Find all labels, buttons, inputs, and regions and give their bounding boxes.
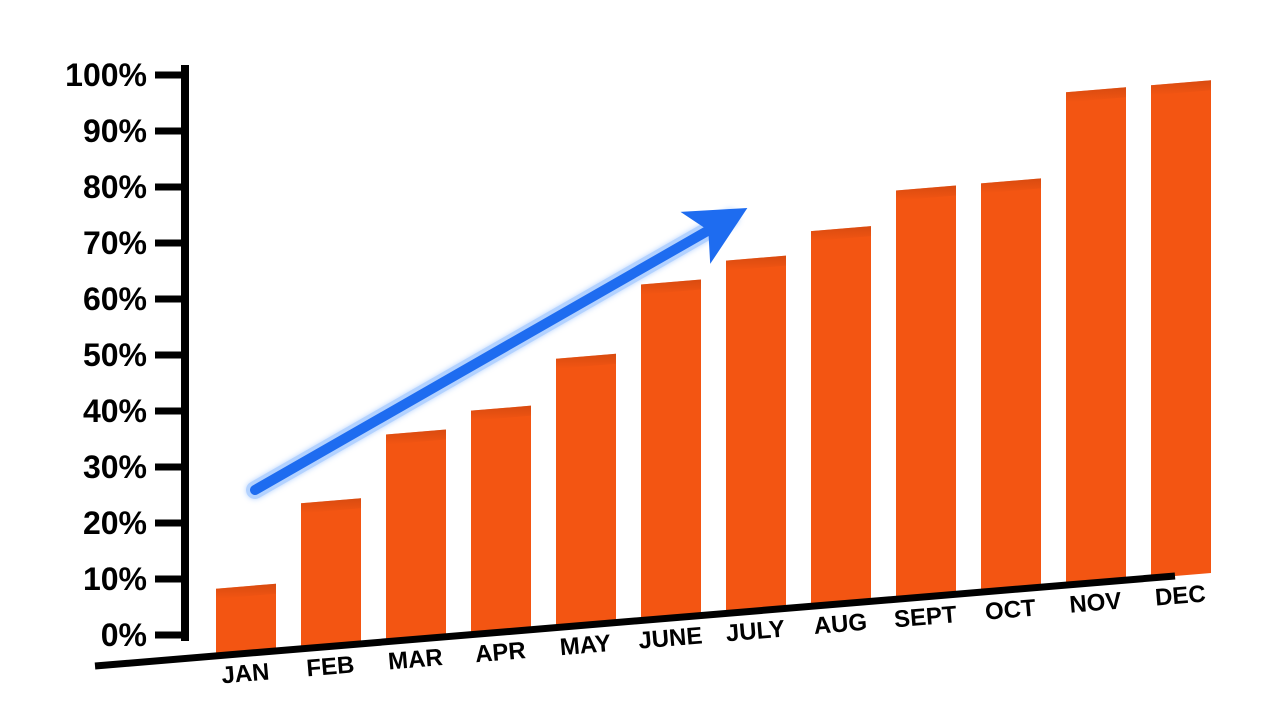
y-tick-label: 10% bbox=[83, 561, 147, 597]
bar bbox=[981, 178, 1041, 592]
y-tick-label: 60% bbox=[83, 281, 147, 317]
bar bbox=[301, 498, 361, 649]
x-tick-label: APR bbox=[474, 637, 527, 668]
y-tick-label: 0% bbox=[101, 617, 147, 653]
x-tick-label: MAY bbox=[559, 630, 612, 661]
x-tick-label: NOV bbox=[1068, 587, 1122, 618]
x-tick-label: JUNE bbox=[637, 622, 703, 654]
bar bbox=[726, 256, 786, 614]
y-tick-label: 100% bbox=[65, 57, 147, 93]
bar bbox=[641, 280, 701, 621]
y-tick-label: 40% bbox=[83, 393, 147, 429]
bar bbox=[811, 226, 871, 606]
x-tick-label: AUG bbox=[813, 609, 868, 640]
x-tick-label: JULY bbox=[725, 616, 786, 648]
x-tick-label: JAN bbox=[220, 658, 270, 689]
y-tick-label: 50% bbox=[83, 337, 147, 373]
bar bbox=[556, 354, 616, 628]
monthly-growth-chart: 0% 10% 20% 30% 40% 50% 60% 70% 80% 90% 100% JAN FEB M… bbox=[0, 0, 1280, 720]
x-tick-label: SEPT bbox=[893, 601, 958, 633]
x-tick-label: DEC bbox=[1154, 580, 1207, 611]
bar bbox=[1066, 87, 1126, 585]
x-tick-label: FEB bbox=[305, 651, 355, 682]
y-tick-label: 80% bbox=[83, 169, 147, 205]
bar bbox=[386, 430, 446, 642]
y-tick-label: 90% bbox=[83, 113, 147, 149]
bar bbox=[896, 185, 956, 599]
y-tick-label: 20% bbox=[83, 505, 147, 541]
y-tick-label: 30% bbox=[83, 449, 147, 485]
x-tick-label: OCT bbox=[984, 595, 1037, 626]
x-tick-label: MAR bbox=[387, 644, 444, 675]
bar bbox=[471, 406, 531, 635]
y-tick-label: 70% bbox=[83, 225, 147, 261]
bar bbox=[1151, 80, 1211, 578]
